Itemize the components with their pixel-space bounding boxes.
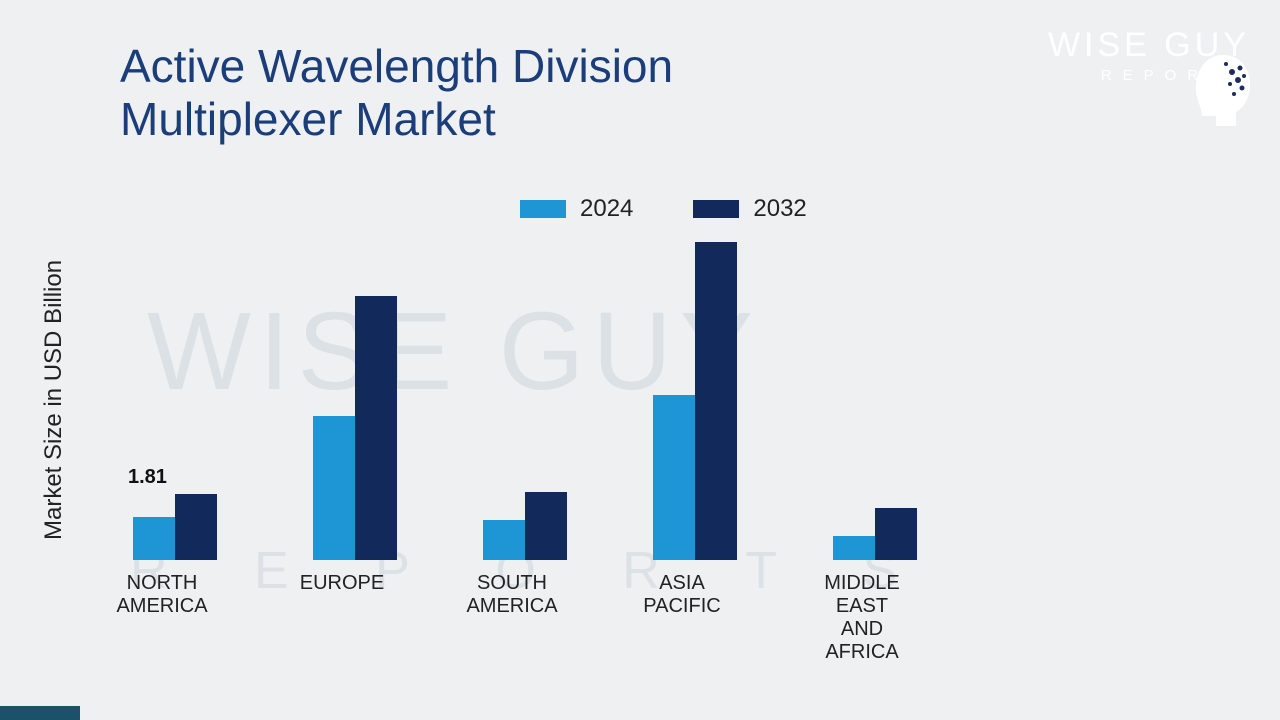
- bar-chart: 1.81: [100, 230, 960, 560]
- category-label-na: NORTH AMERICA: [87, 572, 237, 618]
- legend-item-2032: 2032: [693, 195, 806, 223]
- legend: 2024 2032: [520, 195, 807, 223]
- bar-group-na: 1.81: [120, 494, 230, 560]
- category-label-sa: SOUTH AMERICA: [437, 572, 587, 618]
- category-label-mea: MIDDLE EAST AND AFRICA: [787, 572, 937, 664]
- bar-na-2032: [175, 494, 217, 560]
- bar-eu-2032: [355, 296, 397, 560]
- bar-group-sa: [470, 492, 580, 560]
- bar-mea-2024: [833, 536, 875, 560]
- legend-swatch-2024: [520, 200, 566, 218]
- legend-label-2032: 2032: [753, 195, 806, 223]
- bar-eu-2024: [313, 416, 355, 560]
- head-icon: [1188, 50, 1258, 130]
- bottom-accent-bar: [0, 706, 80, 720]
- legend-label-2024: 2024: [580, 195, 633, 223]
- y-axis-label: Market Size in USD Billion: [40, 260, 68, 540]
- bar-ap-2024: [653, 395, 695, 560]
- bar-ap-2032: [695, 242, 737, 560]
- bar-value-label-na: 1.81: [120, 466, 230, 489]
- bar-sa-2032: [525, 492, 567, 560]
- legend-swatch-2032: [693, 200, 739, 218]
- bar-sa-2024: [483, 520, 525, 560]
- chart-title: Active Wavelength Division Multiplexer M…: [120, 40, 880, 146]
- bar-group-eu: [300, 296, 410, 560]
- legend-item-2024: 2024: [520, 195, 633, 223]
- bar-group-mea: [820, 508, 930, 560]
- bar-group-ap: [640, 242, 750, 560]
- bar-na-2024: [133, 517, 175, 560]
- category-label-eu: EUROPE: [267, 572, 417, 595]
- category-label-ap: ASIA PACIFIC: [607, 572, 757, 618]
- bar-mea-2032: [875, 508, 917, 560]
- category-labels: NORTH AMERICAEUROPESOUTH AMERICAASIA PAC…: [100, 572, 960, 692]
- brand-logo: WISE GUY REPORTS: [1048, 28, 1250, 83]
